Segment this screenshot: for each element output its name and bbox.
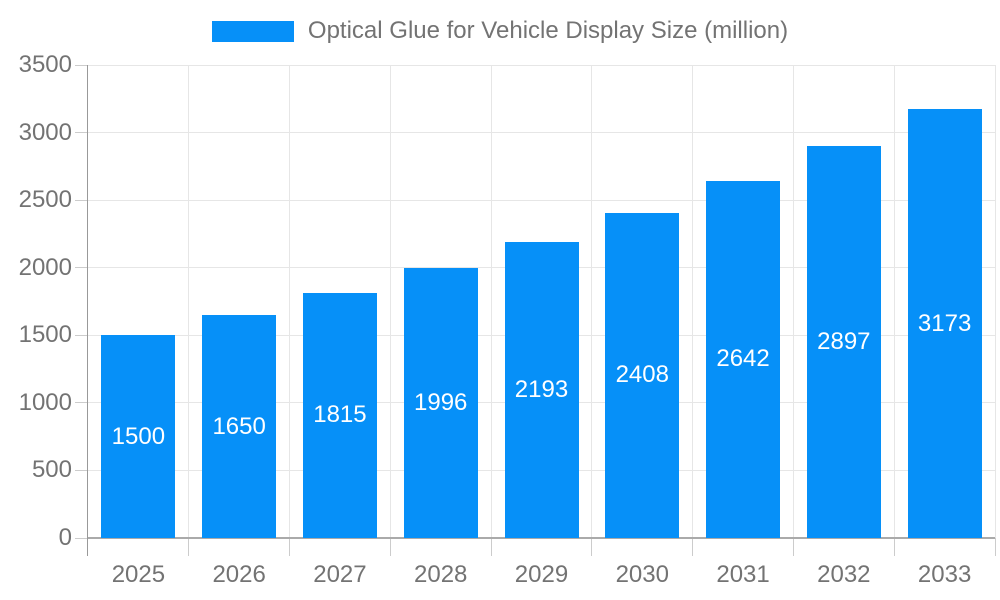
x-gridline (591, 65, 593, 538)
bar[interactable] (605, 212, 680, 538)
bar[interactable] (302, 292, 377, 538)
y-tick (75, 132, 88, 134)
y-tick-label: 500 (31, 456, 72, 484)
x-tick-label: 2026 (212, 561, 266, 588)
y-tick (75, 469, 88, 471)
y-gridline (88, 64, 995, 66)
y-tick-label: 1000 (18, 388, 72, 416)
x-gridline (289, 65, 291, 538)
bar[interactable] (202, 315, 277, 538)
legend-label: Optical Glue for Vehicle Display Size (m… (307, 17, 789, 44)
y-axis-line (87, 65, 88, 556)
chart-legend[interactable]: Optical Glue for Vehicle Display Size (m… (0, 16, 1000, 46)
x-tick-label: 2032 (817, 561, 871, 588)
bar-value-label: 1650 (212, 412, 266, 440)
bar[interactable] (403, 268, 478, 538)
bar-value-label: 2642 (716, 345, 770, 373)
x-gridline (692, 65, 694, 538)
y-tick-label: 1500 (18, 321, 72, 349)
x-gridline (994, 65, 996, 538)
x-tick (792, 538, 794, 556)
x-tick-label: 2029 (514, 561, 569, 588)
bar[interactable] (806, 146, 881, 538)
y-tick (75, 402, 88, 404)
y-tick (75, 199, 88, 201)
y-gridline (88, 132, 995, 134)
y-tick (75, 537, 88, 539)
bar[interactable] (504, 241, 579, 538)
y-tick (75, 64, 88, 66)
x-gridline (188, 65, 190, 538)
x-tick-label: 2031 (716, 561, 770, 588)
x-tick-label: 2025 (111, 561, 166, 588)
x-tick-label: 2027 (313, 561, 367, 588)
y-tick (75, 267, 88, 269)
x-tick (289, 538, 291, 556)
y-tick-label: 2500 (18, 186, 72, 214)
x-tick-label: 2033 (917, 561, 972, 588)
y-tick-label: 0 (58, 524, 72, 551)
x-gridline (792, 65, 794, 538)
bar-value-label: 2408 (615, 361, 669, 389)
y-tick (75, 334, 88, 336)
x-tick (591, 538, 593, 556)
bar[interactable] (706, 180, 781, 538)
y-tick-label: 3500 (18, 51, 72, 78)
x-tick (893, 538, 895, 556)
bar-value-label: 2897 (817, 328, 871, 356)
bar-value-label: 2193 (514, 375, 569, 403)
bar-value-label: 1996 (414, 389, 468, 417)
x-tick (188, 538, 190, 556)
bar-value-label: 1500 (111, 422, 166, 450)
y-gridline (88, 199, 995, 201)
x-gridline (893, 65, 895, 538)
y-tick-label: 3000 (18, 118, 72, 146)
x-tick-label: 2030 (615, 561, 669, 588)
x-tick (994, 538, 996, 556)
x-tick (490, 538, 492, 556)
x-tick-label: 2028 (414, 561, 468, 588)
bar[interactable] (907, 109, 982, 538)
y-tick-label: 2000 (18, 253, 72, 281)
bar-value-label: 1815 (313, 401, 367, 429)
x-tick (692, 538, 694, 556)
x-gridline (490, 65, 492, 538)
x-axis-line (88, 537, 995, 539)
x-gridline (389, 65, 391, 538)
bar-value-label: 3173 (917, 309, 972, 337)
x-tick (389, 538, 391, 556)
legend-swatch (211, 20, 294, 42)
bar[interactable] (101, 335, 176, 538)
